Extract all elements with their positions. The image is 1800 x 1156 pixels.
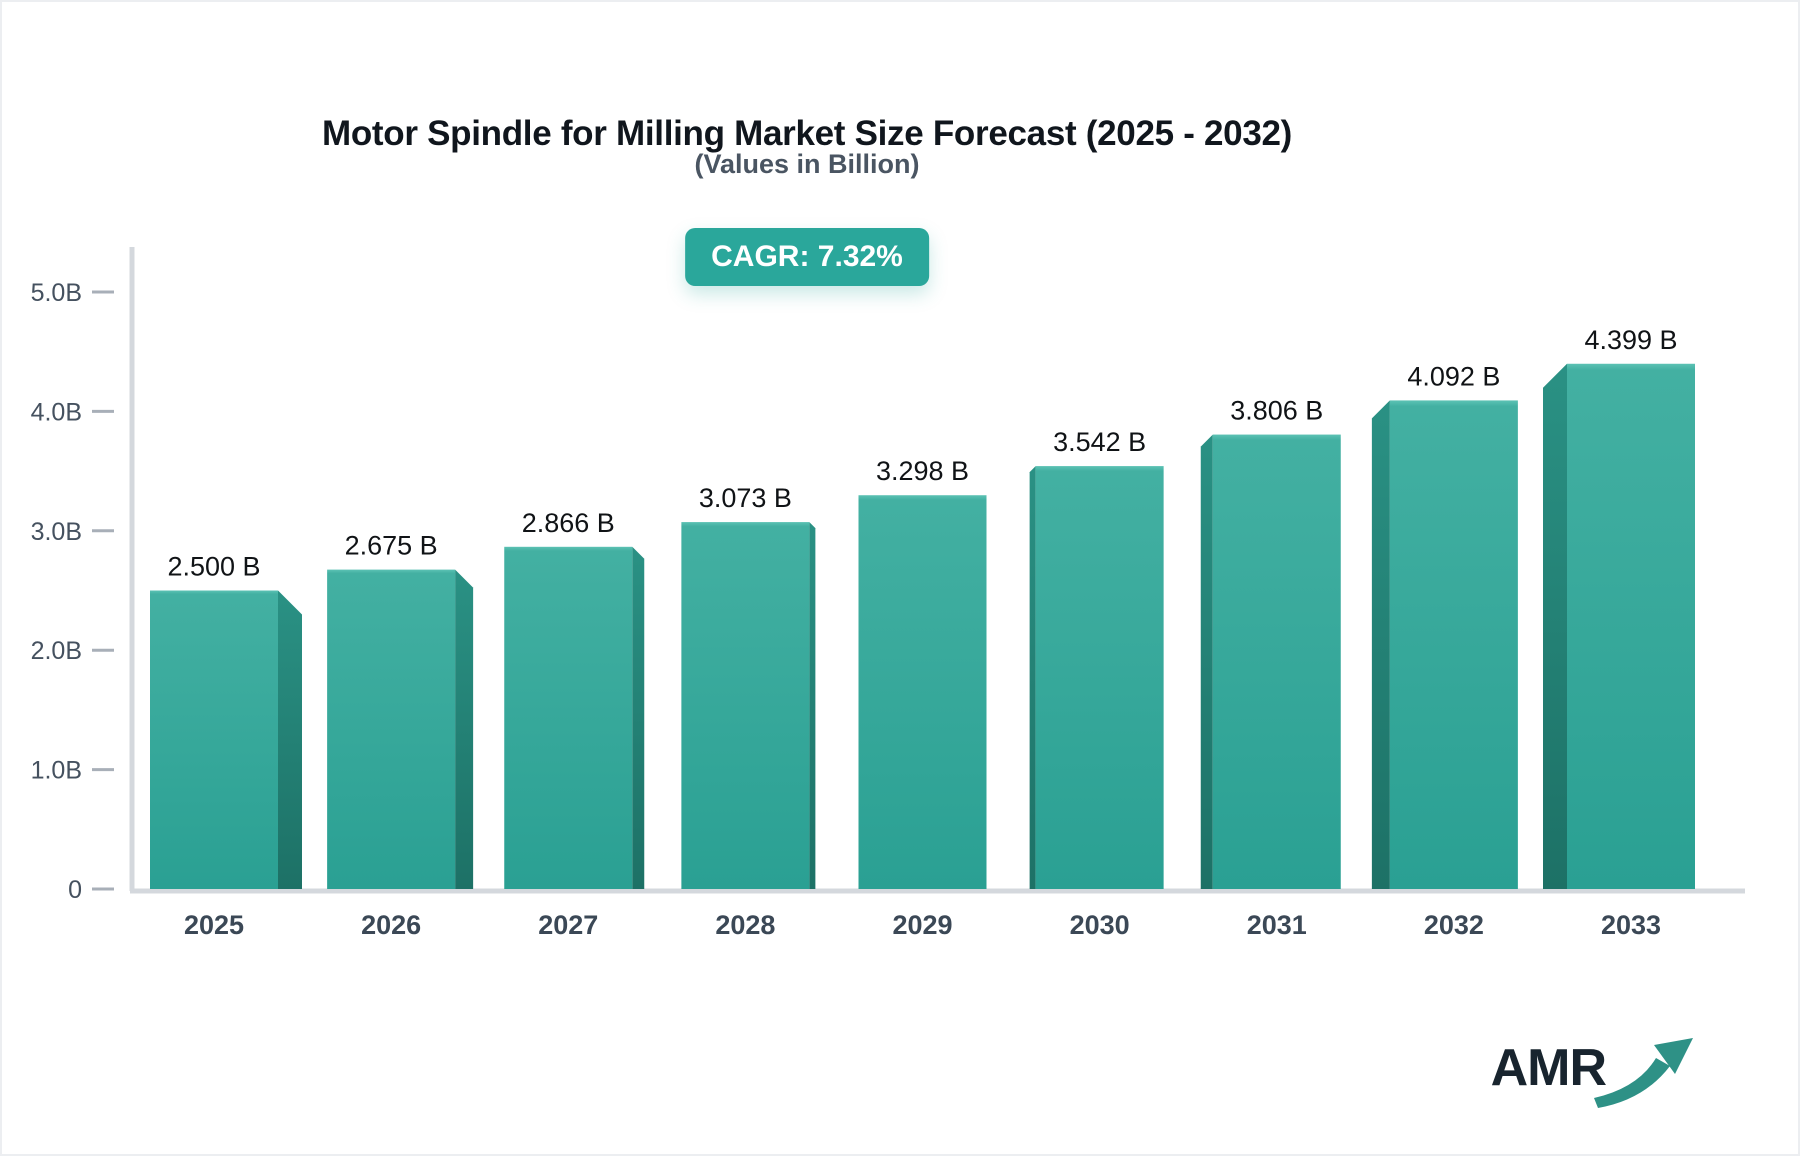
- chart-subtitle: (Values in Billion): [694, 149, 920, 179]
- amr-logo-text: AMR: [1490, 1039, 1607, 1097]
- y-tick-label: 1.0B: [31, 757, 82, 785]
- x-tick-label: 2031: [1247, 910, 1307, 940]
- cagr-badge: CAGR: 7.32%: [685, 228, 929, 286]
- bar-side-face: [1200, 434, 1213, 889]
- bar-front-face: [327, 569, 456, 889]
- bar-side-face: [278, 590, 302, 889]
- growth-arrow-head: [1654, 1038, 1693, 1074]
- y-tick-label: 3.0B: [31, 518, 82, 546]
- bar-front-face: [681, 522, 810, 889]
- bar-side-face: [632, 546, 645, 889]
- x-tick-label: 2029: [892, 910, 952, 940]
- bar-value-label: 2.866 B: [522, 508, 615, 538]
- x-tick-label: 2032: [1424, 910, 1484, 940]
- bar-value-label: 3.542 B: [1053, 427, 1146, 457]
- bar-2027: 2.866 B 2027: [504, 508, 645, 940]
- bar-2029: 3.298 B 2029: [858, 456, 987, 940]
- bar-side-face: [809, 522, 816, 889]
- bar-value-label: 2.500 B: [167, 552, 260, 582]
- growth-arrow-swoosh: [1594, 1058, 1670, 1108]
- chart-title: Motor Spindle for Milling Market Size Fo…: [321, 114, 1293, 153]
- bar-front-face: [504, 546, 633, 889]
- bar-front-face: [1035, 466, 1164, 889]
- bar-2030: 3.542 B 2030: [1029, 427, 1164, 940]
- x-tick-label: 2033: [1601, 910, 1661, 940]
- bar-front-face: [150, 590, 278, 889]
- bar-front-face: [1389, 400, 1518, 889]
- bar-side-face: [455, 569, 474, 889]
- bar-value-label: 4.092 B: [1407, 361, 1500, 391]
- bar-value-label: 4.399 B: [1584, 325, 1677, 355]
- bar-side-face: [1543, 363, 1567, 889]
- x-tick-label: 2026: [361, 910, 421, 940]
- bar-side-face: [1371, 400, 1390, 889]
- bar-2025: 2.500 B 2025: [150, 552, 302, 940]
- bar-front-face: [1212, 434, 1341, 889]
- bar-front-face: [1567, 363, 1695, 889]
- bar-value-label: 3.806 B: [1230, 396, 1323, 426]
- bar-2026: 2.675 B 2026: [327, 531, 474, 940]
- y-tick-label: 2.0B: [31, 637, 82, 665]
- bar-value-label: 3.298 B: [876, 456, 969, 486]
- y-tick-label: 4.0B: [31, 398, 82, 426]
- y-tick-label: 5.0B: [31, 279, 82, 307]
- x-tick-label: 2030: [1070, 910, 1130, 940]
- bar-2032: 4.092 B 2032: [1371, 361, 1518, 940]
- bar-2031: 3.806 B 2031: [1200, 396, 1341, 940]
- bar-side-face: [1029, 466, 1036, 889]
- x-tick-label: 2027: [538, 910, 598, 940]
- growth-arrow-icon: [1594, 1038, 1693, 1108]
- bar-2033: 4.399 B 2033: [1543, 325, 1695, 940]
- bar-value-label: 3.073 B: [699, 483, 792, 513]
- amr-logo: AMR: [1490, 1038, 1702, 1113]
- x-tick-label: 2025: [184, 910, 244, 940]
- bar-value-label: 2.675 B: [345, 531, 438, 561]
- x-tick-label: 2028: [715, 910, 775, 940]
- y-tick-label: 0: [68, 876, 82, 904]
- bar-front-face: [858, 495, 987, 889]
- bar-2028: 3.073 B 2028: [681, 483, 816, 940]
